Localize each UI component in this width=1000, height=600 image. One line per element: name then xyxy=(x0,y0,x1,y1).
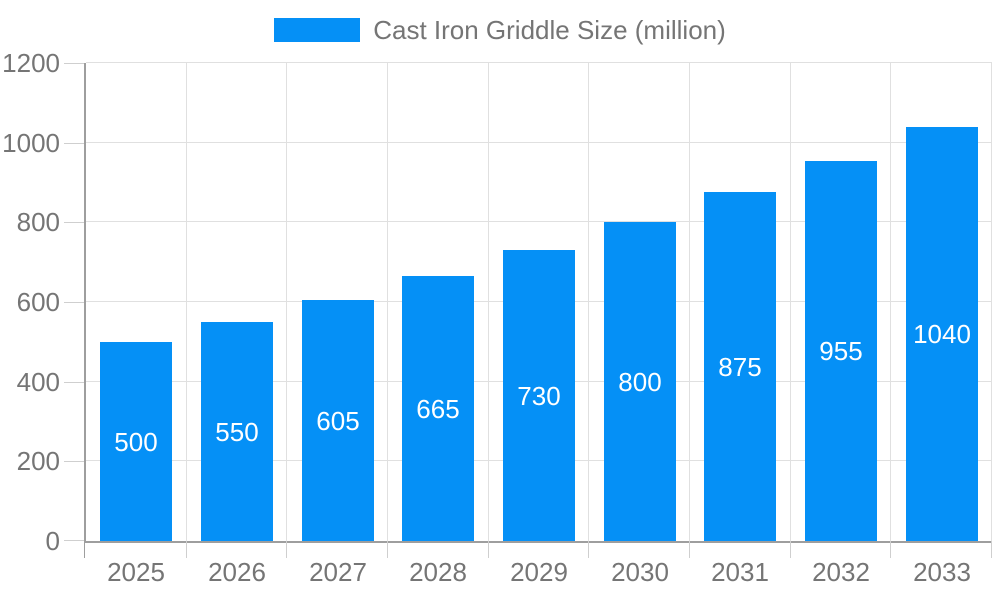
gridline-vertical xyxy=(286,63,287,541)
y-axis-tick xyxy=(64,540,84,541)
y-tick-label: 400 xyxy=(16,367,60,397)
plot-area: 500 550 605 665 730 800 875 955 1040 xyxy=(64,62,992,558)
y-axis-tick xyxy=(64,461,84,462)
bar[interactable]: 550 xyxy=(201,322,273,541)
bar-value-label: 1040 xyxy=(913,319,971,349)
x-axis-tick xyxy=(588,541,589,558)
y-axis-tick xyxy=(64,222,84,223)
y-axis-tick xyxy=(64,382,84,383)
y-tick-label: 600 xyxy=(16,287,60,317)
bar-value-label: 665 xyxy=(416,393,460,424)
y-axis-tick xyxy=(64,63,84,64)
bar[interactable]: 800 xyxy=(604,222,676,541)
y-axis-tick xyxy=(64,302,84,303)
x-axis-tick xyxy=(186,541,187,558)
bar[interactable]: 1040 xyxy=(906,127,978,541)
gridline-vertical xyxy=(689,63,690,541)
x-axis-tick xyxy=(84,541,85,558)
gridline-horizontal xyxy=(86,62,992,63)
bar[interactable]: 605 xyxy=(302,300,374,541)
x-tick-label: 2029 xyxy=(510,557,568,587)
x-tick-label: 2026 xyxy=(208,557,266,587)
gridline-vertical xyxy=(387,63,388,541)
bar-value-label: 605 xyxy=(316,405,360,436)
y-tick-label: 800 xyxy=(16,207,60,237)
bar[interactable]: 875 xyxy=(704,192,776,541)
gridline-vertical xyxy=(488,63,489,541)
x-tick-label: 2025 xyxy=(107,557,165,587)
bar-value-label: 550 xyxy=(215,416,259,447)
bar[interactable]: 730 xyxy=(503,250,575,541)
x-tick-label: 2030 xyxy=(611,557,669,587)
bar-value-label: 500 xyxy=(114,426,158,457)
bar-value-label: 955 xyxy=(819,336,863,366)
bar-value-label: 875 xyxy=(718,351,762,382)
x-axis-tick xyxy=(387,541,388,558)
legend-swatch[interactable] xyxy=(274,18,361,42)
bar[interactable]: 665 xyxy=(402,276,474,541)
legend: Cast Iron Griddle Size (million) xyxy=(0,15,1000,45)
y-axis-tick xyxy=(64,143,84,144)
x-tick-label: 2027 xyxy=(309,557,367,587)
y-axis-labels: 0 200 400 600 800 1000 1200 xyxy=(0,48,60,556)
x-axis-tick xyxy=(488,541,489,558)
legend-label[interactable]: Cast Iron Griddle Size (million) xyxy=(373,15,726,45)
y-tick-label: 200 xyxy=(16,446,60,476)
y-tick-label: 1200 xyxy=(2,48,60,78)
gridline-vertical xyxy=(991,63,992,541)
x-axis-tick xyxy=(790,541,791,558)
x-axis-labels: 2025 2026 2027 2028 2029 2030 2031 2032 2033 xyxy=(86,557,992,589)
bar-value-label: 800 xyxy=(618,366,662,397)
x-tick-label: 2028 xyxy=(409,557,467,587)
x-axis-tick xyxy=(286,541,287,558)
x-axis-tick xyxy=(890,541,891,558)
bar-value-label: 730 xyxy=(517,380,561,411)
x-axis-tick xyxy=(991,541,992,558)
gridline-horizontal xyxy=(86,142,992,143)
gridline-vertical xyxy=(890,63,891,541)
bar[interactable]: 955 xyxy=(805,161,877,541)
y-tick-label: 0 xyxy=(45,526,60,556)
gridline-vertical xyxy=(186,63,187,541)
gridline-horizontal xyxy=(86,221,992,222)
gridline-vertical xyxy=(588,63,589,541)
bar[interactable]: 500 xyxy=(100,342,172,541)
x-tick-label: 2032 xyxy=(812,557,870,587)
y-tick-label: 1000 xyxy=(2,128,60,158)
gridline-vertical xyxy=(790,63,791,541)
x-tick-label: 2031 xyxy=(711,557,769,587)
x-axis-tick xyxy=(689,541,690,558)
x-tick-label: 2033 xyxy=(913,557,971,587)
